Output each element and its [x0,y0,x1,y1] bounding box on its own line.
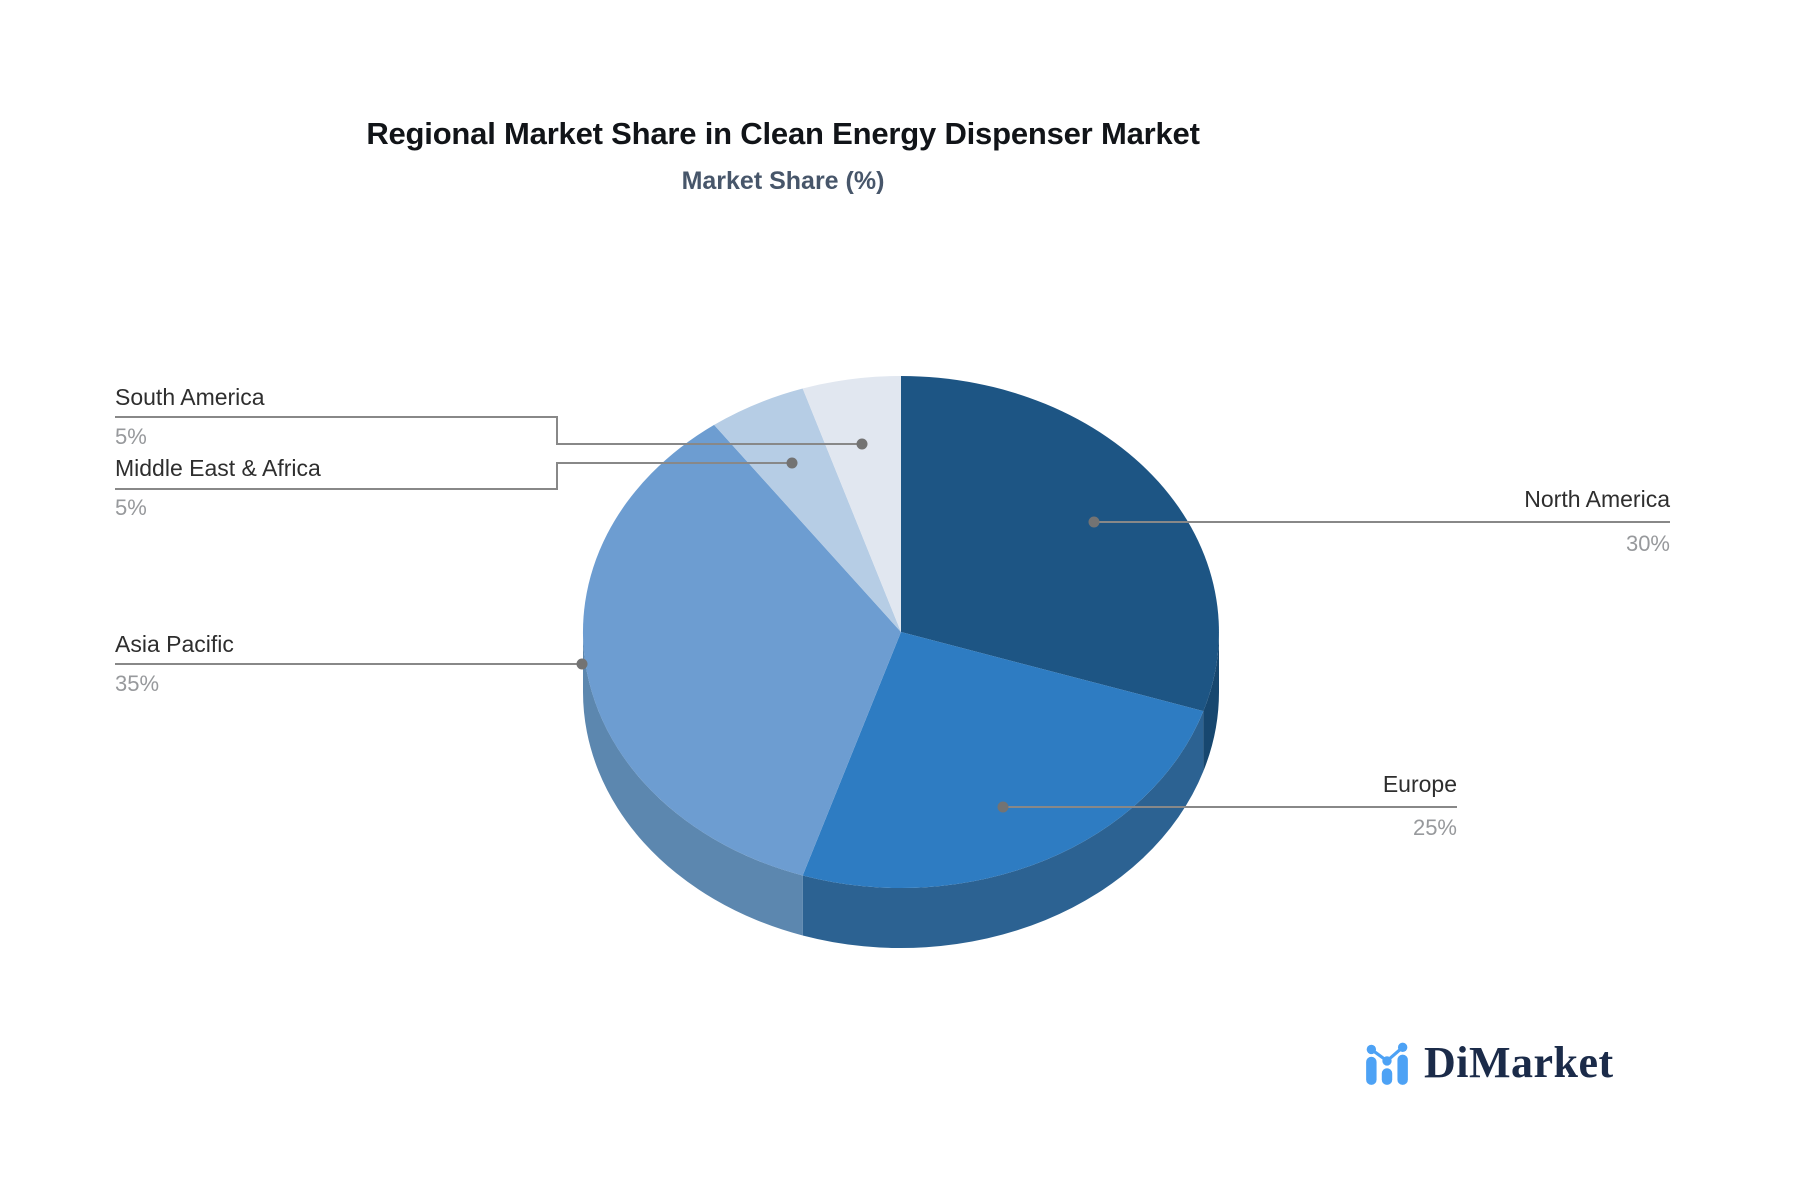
leader-dot-asia-pacific [576,658,588,670]
leader-dot-south-america [856,438,868,450]
pie-rim-europe [802,711,1204,949]
chart-subtitle: Market Share (%) [681,167,885,195]
callout-europe-label: Europe [1382,771,1457,797]
callout-asia-pacific-value: 35% [115,671,160,696]
pie-slice-asia-pacific[interactable] [582,424,901,876]
callout-middle-east-africa-label: Middle East & Africa [115,455,321,481]
callout-south-america-label: South America [115,384,265,410]
leader-dot-europe [997,801,1009,813]
dimarket-logo[interactable]: DiMarket [1363,1038,1614,1088]
pie-slice-south-america[interactable] [802,375,901,632]
leader-line-south-america [115,416,862,445]
callout-north-america-label: North America [1524,486,1670,512]
pie-slice-europe[interactable] [802,632,1204,889]
pie-rim-north-america [1203,632,1219,772]
callout-north-america-value: 30% [1625,531,1670,556]
pie-slice-north-america[interactable] [901,376,1219,712]
chart-title: Regional Market Share in Clean Energy Di… [366,116,1200,151]
callout-south-america-value: 5% [115,424,147,449]
callout-asia-pacific-label: Asia Pacific [115,631,234,657]
leader-line-middle-east-africa [115,462,792,490]
callout-europe-value: 25% [1412,815,1457,840]
pie-slice-middle-east-africa[interactable] [714,388,901,633]
dimarket-logo-text: DiMarket [1424,1038,1614,1087]
leader-dot-north-america [1088,516,1100,528]
callout-middle-east-africa-value: 5% [115,495,147,520]
pie-rim-asia-pacific [583,632,803,936]
dimarket-logo-icon [1366,1042,1408,1085]
leader-dot-middle-east-africa [786,457,798,469]
